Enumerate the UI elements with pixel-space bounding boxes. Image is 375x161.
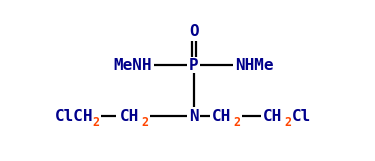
Text: 2: 2 (92, 116, 99, 129)
Text: NHMe: NHMe (236, 58, 274, 73)
Text: CH: CH (211, 109, 231, 123)
Text: CH: CH (120, 109, 140, 123)
Text: N: N (189, 109, 198, 123)
Text: MeNH: MeNH (113, 58, 152, 73)
Text: Cl: Cl (292, 109, 311, 123)
Text: 2: 2 (233, 116, 240, 129)
Text: P: P (189, 58, 198, 73)
Text: CH: CH (262, 109, 282, 123)
Text: 2: 2 (284, 116, 291, 129)
Text: ClCH: ClCH (55, 109, 94, 123)
Text: 2: 2 (141, 116, 148, 129)
Text: O: O (189, 24, 198, 39)
